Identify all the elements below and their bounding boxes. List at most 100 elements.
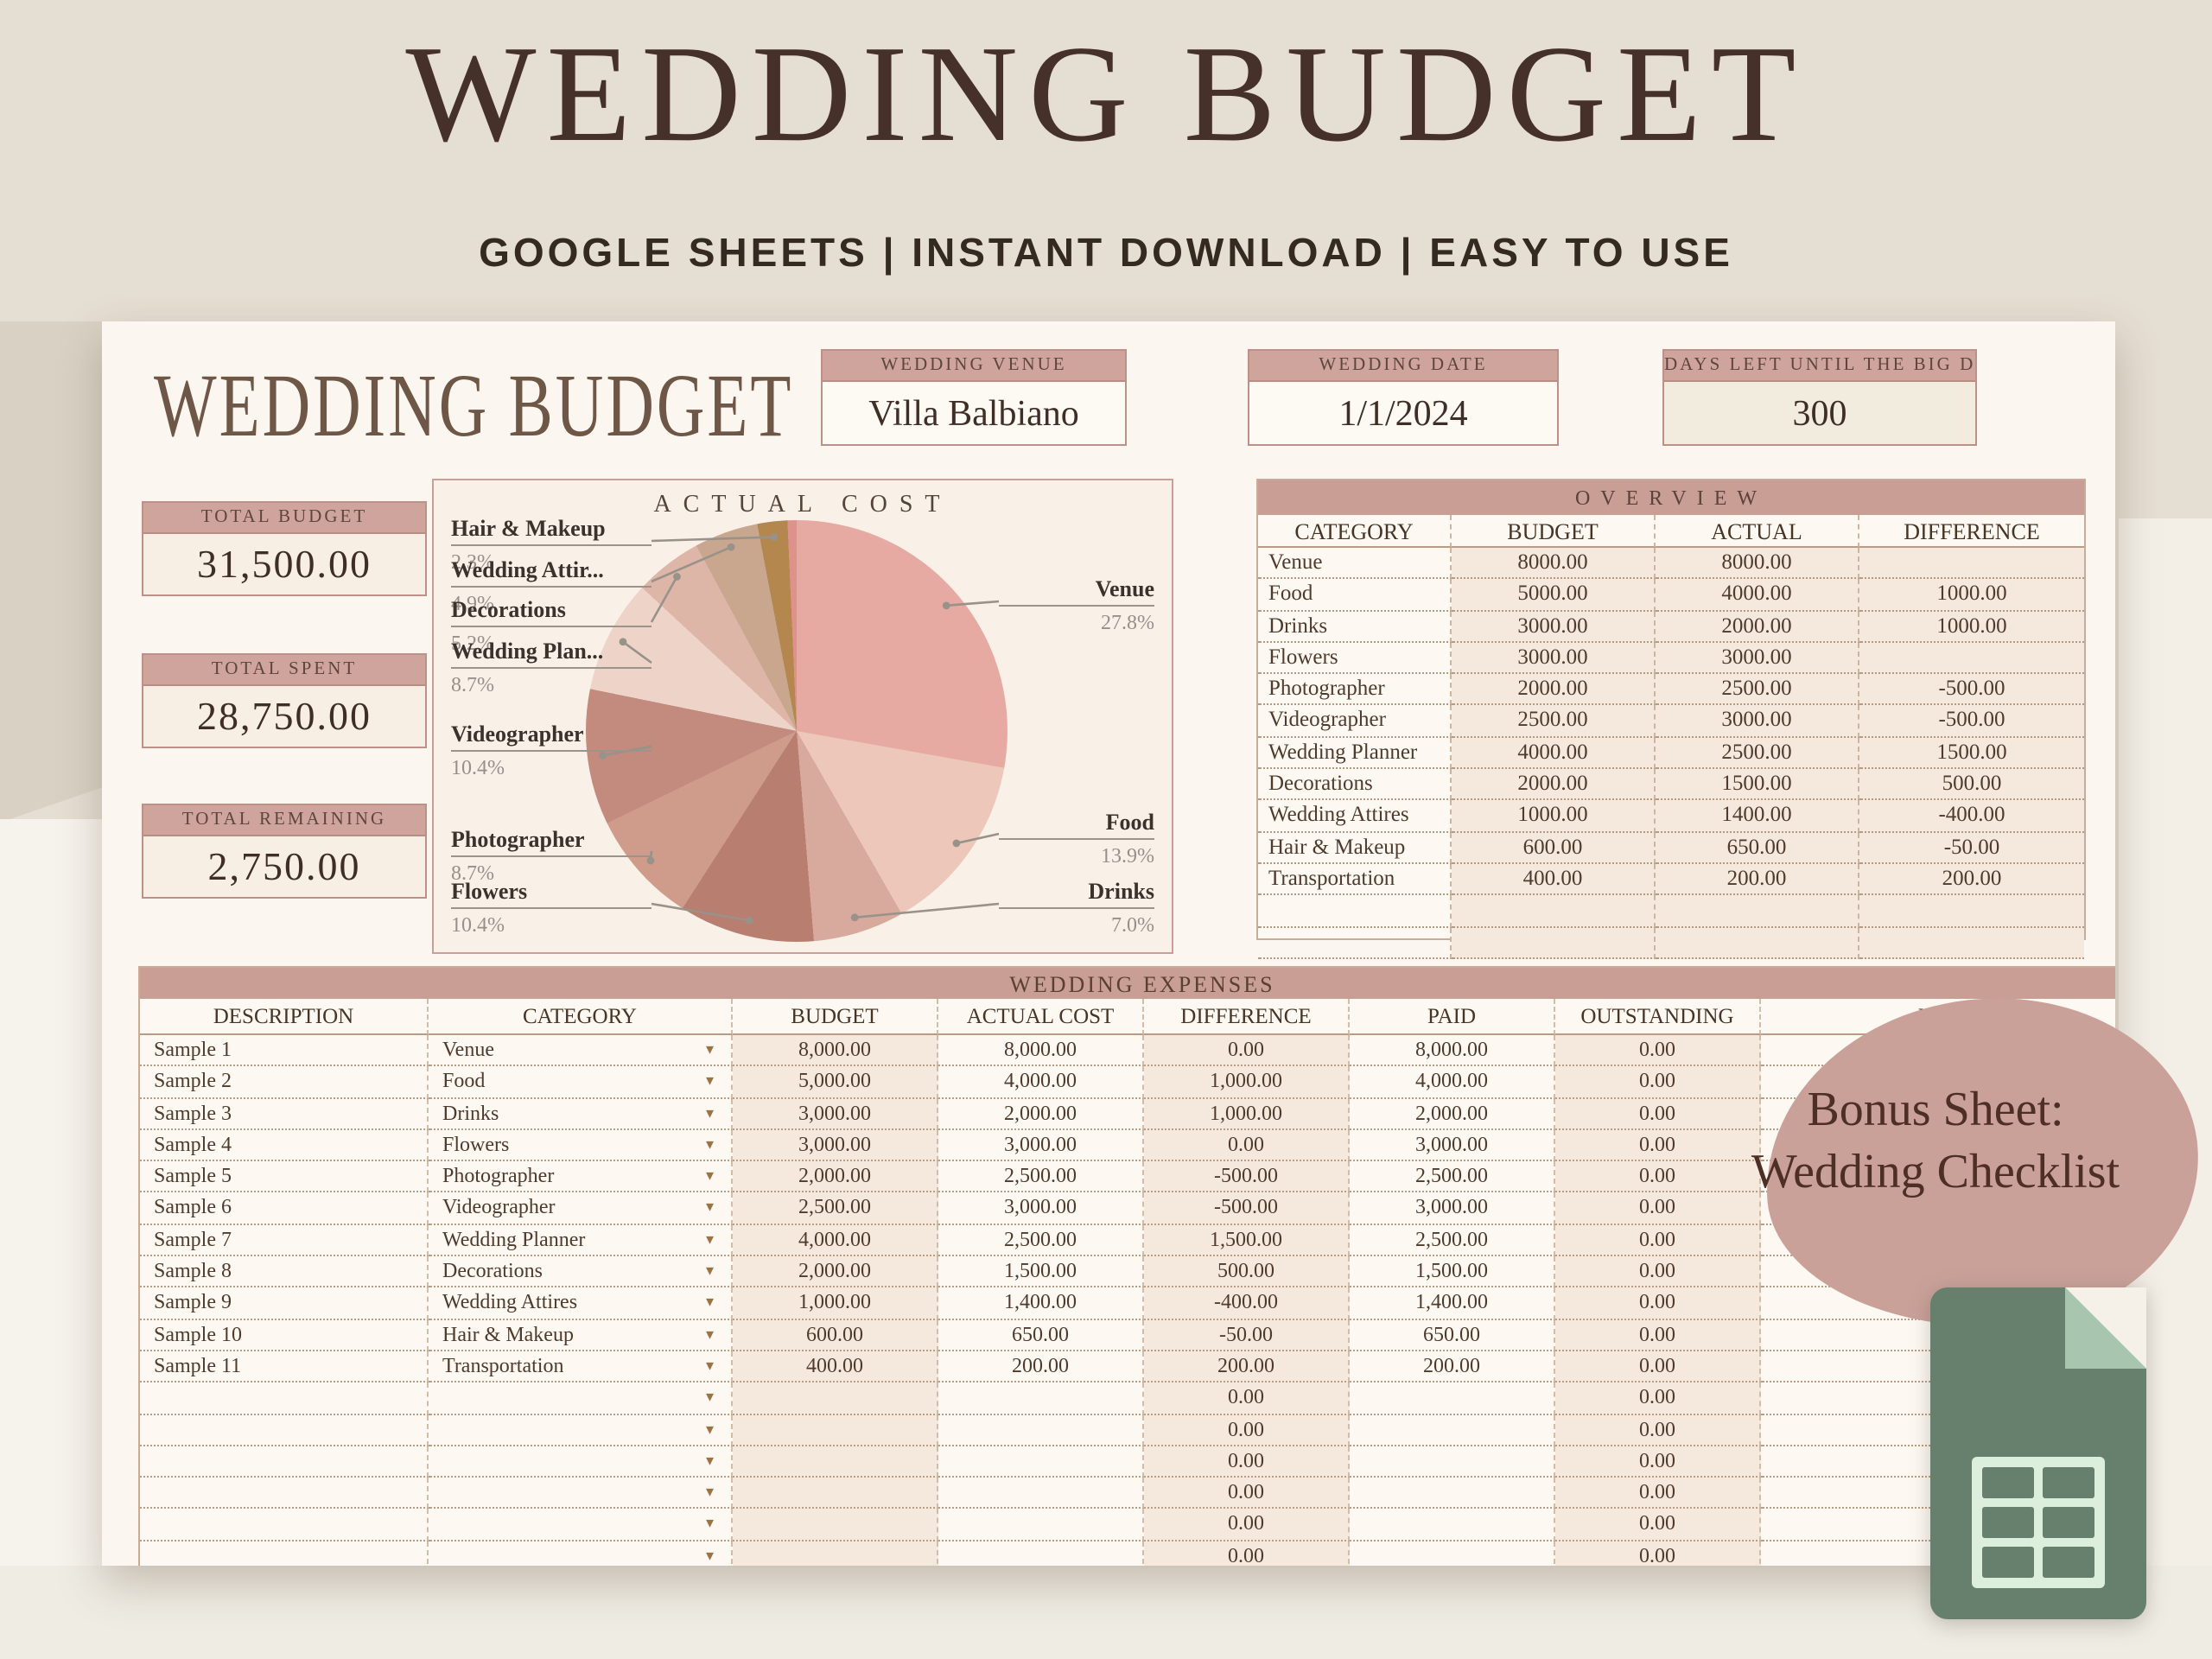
overview-value-cell: 3000.00 bbox=[1452, 642, 1656, 675]
dropdown-caret-icon[interactable]: ▾ bbox=[705, 1293, 714, 1311]
expense-paid-cell: 2,500.00 bbox=[1350, 1161, 1555, 1193]
expenses-row: ▾ 0.00 0.00 bbox=[140, 1446, 2115, 1478]
wedding-venue-value[interactable]: Villa Balbiano bbox=[823, 382, 1125, 444]
overview-row: Wedding Planner 4000.00 2500.00 1500.00 bbox=[1258, 737, 2084, 770]
expense-outstanding-cell: 0.00 bbox=[1555, 1224, 1761, 1257]
dropdown-caret-icon[interactable]: ▾ bbox=[705, 1262, 714, 1280]
expense-difference-cell: 1,500.00 bbox=[1144, 1224, 1350, 1257]
overview-value-cell: 3000.00 bbox=[1452, 611, 1656, 643]
expense-actual-cell bbox=[938, 1509, 1144, 1541]
dropdown-caret-icon[interactable]: ▾ bbox=[705, 1388, 714, 1406]
dropdown-caret-icon[interactable]: ▾ bbox=[705, 1546, 714, 1564]
overview-category-cell: Food bbox=[1258, 579, 1452, 612]
dropdown-caret-icon[interactable]: ▾ bbox=[705, 1356, 714, 1374]
overview-value-cell: -400.00 bbox=[1859, 800, 2084, 833]
overview-header-cell: CATEGORY bbox=[1258, 515, 1452, 548]
pie-callout-percent: 2.3% bbox=[451, 550, 494, 574]
dropdown-caret-icon[interactable]: ▾ bbox=[705, 1451, 714, 1469]
expenses-row: Sample 8 Decorations ▾ 2,000.00 1,500.00 500.… bbox=[140, 1256, 2115, 1288]
overview-value-cell: 8000.00 bbox=[1452, 548, 1656, 580]
expense-actual-cell bbox=[938, 1446, 1144, 1478]
expense-outstanding-cell: 0.00 bbox=[1555, 1066, 1761, 1099]
pie-callout-name: Venue bbox=[999, 575, 1154, 607]
expenses-header-cell: ACTUAL COST bbox=[938, 999, 1144, 1035]
expense-category-dropdown[interactable]: Transportation ▾ bbox=[429, 1351, 733, 1383]
expense-category-dropdown[interactable]: Venue ▾ bbox=[429, 1035, 733, 1067]
pie-callout-label: Wedding Plan... 8.7% bbox=[451, 637, 652, 697]
overview-value-cell: -500.00 bbox=[1859, 674, 2084, 706]
expense-difference-cell: 0.00 bbox=[1144, 1129, 1350, 1162]
total-remaining-value: 2,750.00 bbox=[143, 836, 425, 897]
wedding-date-value[interactable]: 1/1/2024 bbox=[1249, 382, 1557, 444]
expense-budget-cell bbox=[733, 1541, 938, 1566]
expense-difference-cell: 0.00 bbox=[1144, 1414, 1350, 1446]
dropdown-caret-icon[interactable]: ▾ bbox=[705, 1135, 714, 1153]
expense-category-dropdown[interactable]: ▾ bbox=[429, 1414, 733, 1446]
dropdown-caret-icon[interactable]: ▾ bbox=[705, 1514, 714, 1532]
expense-description-cell: Sample 3 bbox=[140, 1098, 429, 1130]
overview-value-cell bbox=[1859, 548, 2084, 580]
expense-category-dropdown[interactable]: Wedding Attires ▾ bbox=[429, 1287, 733, 1320]
overview-value-cell: 4000.00 bbox=[1452, 737, 1656, 770]
overview-value-cell: 1000.00 bbox=[1452, 800, 1656, 833]
overview-value-cell: 2000.00 bbox=[1452, 674, 1656, 706]
expense-paid-cell: 3,000.00 bbox=[1350, 1192, 1555, 1225]
dropdown-caret-icon[interactable]: ▾ bbox=[705, 1071, 714, 1090]
expense-category-dropdown[interactable]: Food ▾ bbox=[429, 1066, 733, 1099]
expense-paid-cell: 8,000.00 bbox=[1350, 1035, 1555, 1067]
expense-actual-cell: 4,000.00 bbox=[938, 1066, 1144, 1099]
total-budget-label: TOTAL BUDGET bbox=[143, 503, 425, 534]
dropdown-caret-icon[interactable]: ▾ bbox=[705, 1325, 714, 1343]
overview-value-cell: 1000.00 bbox=[1859, 579, 2084, 612]
dropdown-caret-icon[interactable]: ▾ bbox=[705, 1420, 714, 1438]
expense-outstanding-cell: 0.00 bbox=[1555, 1256, 1761, 1288]
expense-category-dropdown[interactable]: ▾ bbox=[429, 1382, 733, 1415]
background-light-bottom bbox=[0, 1566, 2212, 1659]
expense-outstanding-cell: 0.00 bbox=[1555, 1287, 1761, 1320]
expense-budget-cell: 8,000.00 bbox=[733, 1035, 938, 1067]
expense-category-dropdown[interactable]: Decorations ▾ bbox=[429, 1256, 733, 1288]
expense-paid-cell bbox=[1350, 1382, 1555, 1415]
expense-category-dropdown[interactable]: ▾ bbox=[429, 1446, 733, 1478]
expenses-row: Sample 2 Food ▾ 5,000.00 4,000.00 1,000.00 4,0… bbox=[140, 1066, 2115, 1099]
pie-callout-name: Photographer bbox=[451, 825, 652, 856]
wedding-venue-label: WEDDING VENUE bbox=[823, 351, 1125, 382]
expense-category-dropdown[interactable]: Photographer ▾ bbox=[429, 1161, 733, 1193]
expense-category-dropdown[interactable]: ▾ bbox=[429, 1541, 733, 1566]
dropdown-caret-icon[interactable]: ▾ bbox=[705, 1103, 714, 1122]
expense-category-dropdown[interactable]: Wedding Planner ▾ bbox=[429, 1224, 733, 1257]
dropdown-caret-icon[interactable]: ▾ bbox=[705, 1166, 714, 1185]
expense-budget-cell: 3,000.00 bbox=[733, 1129, 938, 1162]
actual-cost-chart-panel: ACTUAL COST Hair & Makeup 2.3% Wedding Att… bbox=[432, 479, 1173, 954]
expenses-row: ▾ 0.00 0.00 bbox=[140, 1414, 2115, 1446]
expense-budget-cell: 5,000.00 bbox=[733, 1066, 938, 1099]
overview-header-cell: ACTUAL bbox=[1656, 515, 1859, 548]
expenses-row: ▾ 0.00 0.00 bbox=[140, 1541, 2115, 1566]
expense-category-dropdown[interactable]: ▾ bbox=[429, 1509, 733, 1541]
expense-paid-cell: 650.00 bbox=[1350, 1319, 1555, 1351]
dropdown-caret-icon[interactable]: ▾ bbox=[705, 1198, 714, 1216]
expenses-row: ▾ 0.00 0.00 bbox=[140, 1382, 2115, 1415]
days-left-label: DAYS LEFT UNTIL THE BIG DAY bbox=[1664, 351, 1975, 382]
pie-callout-label: Food 13.9% bbox=[999, 808, 1154, 868]
expense-actual-cell: 8,000.00 bbox=[938, 1035, 1144, 1067]
expense-category-dropdown[interactable]: Flowers ▾ bbox=[429, 1129, 733, 1162]
overview-value-cell: 400.00 bbox=[1452, 863, 1656, 896]
expense-actual-cell bbox=[938, 1478, 1144, 1510]
dropdown-caret-icon[interactable]: ▾ bbox=[705, 1483, 714, 1501]
expense-outstanding-cell: 0.00 bbox=[1555, 1098, 1761, 1130]
dropdown-caret-icon[interactable]: ▾ bbox=[705, 1230, 714, 1248]
expense-category-dropdown[interactable]: ▾ bbox=[429, 1478, 733, 1510]
expense-description-cell: Sample 7 bbox=[140, 1224, 429, 1257]
overview-value-cell: 8000.00 bbox=[1656, 548, 1859, 580]
expenses-row: Sample 1 Venue ▾ 8,000.00 8,000.00 0.00 8,000.… bbox=[140, 1035, 2115, 1067]
overview-value-cell bbox=[1656, 895, 1859, 928]
pie-callout-name: Wedding Attir... bbox=[451, 556, 652, 587]
overview-row: Photographer 2000.00 2500.00 -500.00 bbox=[1258, 674, 2084, 706]
expense-category-dropdown[interactable]: Drinks ▾ bbox=[429, 1098, 733, 1130]
expense-category-dropdown[interactable]: Videographer ▾ bbox=[429, 1192, 733, 1225]
dropdown-caret-icon[interactable]: ▾ bbox=[705, 1040, 714, 1058]
expense-category-dropdown[interactable]: Hair & Makeup ▾ bbox=[429, 1319, 733, 1351]
expense-actual-cell: 650.00 bbox=[938, 1319, 1144, 1351]
